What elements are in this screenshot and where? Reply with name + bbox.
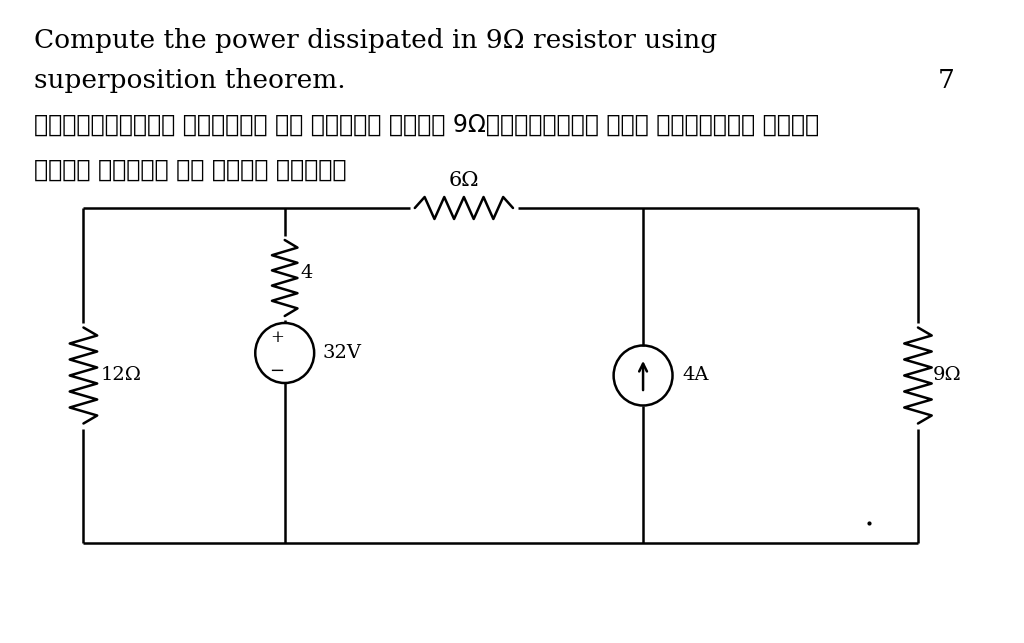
Text: Compute the power dissipated in 9Ω resistor using: Compute the power dissipated in 9Ω resis…: [35, 28, 718, 53]
Text: superposition theorem.: superposition theorem.: [35, 68, 346, 93]
Text: −: −: [269, 362, 285, 380]
Text: 9Ω: 9Ω: [933, 367, 962, 385]
Text: 4A: 4A: [682, 367, 709, 385]
Text: 4: 4: [300, 264, 312, 282]
Text: +: +: [270, 329, 284, 345]
Text: 12Ω: 12Ω: [101, 367, 142, 385]
Text: सुपरपोजिशन प्रमेय का उपयोग करके 9Ωप्रतिरोध में विलुप्त होने: सुपरपोजिशन प्रमेय का उपयोग करके 9Ωप्रतिर…: [35, 113, 819, 137]
Text: 32V: 32V: [322, 344, 361, 362]
Text: 7: 7: [938, 68, 954, 93]
Text: वाली शक्ति की गणना करें।: वाली शक्ति की गणना करें।: [35, 158, 347, 182]
Text: 6Ω: 6Ω: [449, 171, 479, 190]
